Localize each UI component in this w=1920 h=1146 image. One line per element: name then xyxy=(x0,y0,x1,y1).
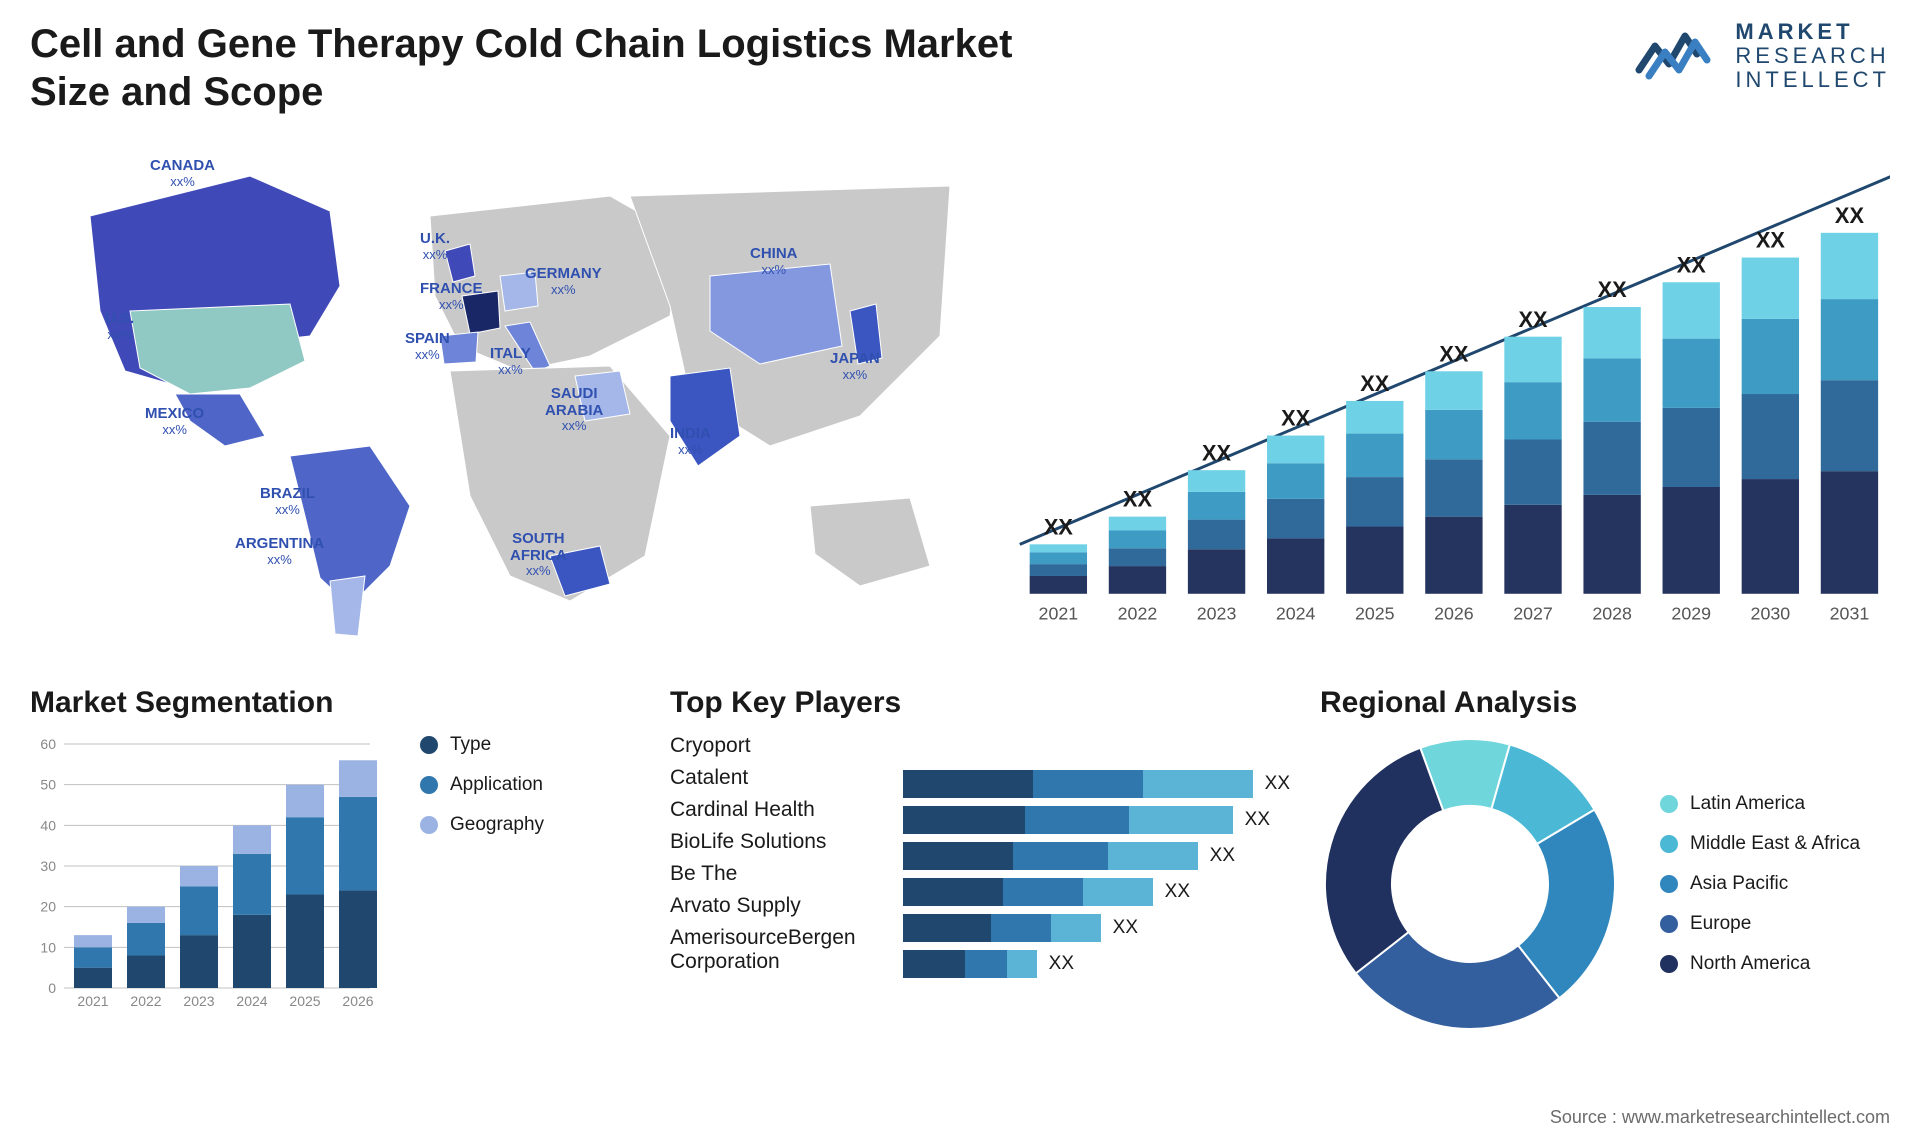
market-size-chart: XX 2021 XX 2022 XX 2023 XX 2024 XX 2025 XX 2026 XX 20… xyxy=(1000,136,1890,656)
map-label-india: INDIAxx% xyxy=(670,426,711,457)
svg-text:XX: XX xyxy=(1044,514,1074,539)
map-label-spain: SPAINxx% xyxy=(405,331,450,362)
svg-text:2022: 2022 xyxy=(1118,603,1158,623)
svg-text:2031: 2031 xyxy=(1830,603,1870,623)
player-bar-row: XX xyxy=(903,842,1290,870)
map-label-china: CHINAxx% xyxy=(750,246,798,277)
player-name: Cryoport xyxy=(670,734,893,758)
page-title: Cell and Gene Therapy Cold Chain Logisti… xyxy=(30,20,1030,116)
logo: MARKET RESEARCH INTELLECT xyxy=(1635,20,1890,93)
segmentation-title: Market Segmentation xyxy=(30,686,640,720)
svg-text:2021: 2021 xyxy=(77,993,108,1009)
map-label-germany: GERMANYxx% xyxy=(525,266,602,297)
map-label-france: FRANCExx% xyxy=(420,281,483,312)
svg-text:XX: XX xyxy=(1756,228,1786,253)
map-label-brazil: BRAZILxx% xyxy=(260,486,315,517)
player-bar-row: XX xyxy=(903,878,1290,906)
svg-text:XX: XX xyxy=(1123,487,1153,512)
svg-text:2030: 2030 xyxy=(1751,603,1791,623)
regional-legend: Latin America Middle East & Africa Asia Pa… xyxy=(1660,793,1860,975)
logo-icon xyxy=(1635,26,1723,86)
players-list: Cryoport Catalent Cardinal Health BioLife S… xyxy=(670,734,893,978)
svg-text:XX: XX xyxy=(1281,406,1311,431)
svg-text:2024: 2024 xyxy=(236,993,267,1009)
logo-text-1: MARKET xyxy=(1735,20,1890,44)
players-title: Top Key Players xyxy=(670,686,1290,720)
map-label-saudiarabia: SAUDIARABIAxx% xyxy=(545,386,603,433)
source-text: Source : www.marketresearchintellect.com xyxy=(1550,1107,1890,1128)
map-label-italy: ITALYxx% xyxy=(490,346,531,377)
svg-text:2029: 2029 xyxy=(1671,603,1711,623)
region-legend-asia-pacific: Asia Pacific xyxy=(1660,873,1860,895)
svg-text:2026: 2026 xyxy=(342,993,373,1009)
region-legend-europe: Europe xyxy=(1660,913,1860,935)
svg-text:XX: XX xyxy=(1439,341,1469,366)
svg-text:XX: XX xyxy=(1835,203,1865,228)
svg-text:50: 50 xyxy=(40,777,56,793)
svg-text:40: 40 xyxy=(40,817,56,833)
svg-text:XX: XX xyxy=(1202,440,1232,465)
player-bar-row: XX xyxy=(903,806,1290,834)
svg-text:2024: 2024 xyxy=(1276,603,1316,623)
region-legend-north-america: North America xyxy=(1660,953,1860,975)
svg-text:2025: 2025 xyxy=(289,993,320,1009)
logo-text-3: INTELLECT xyxy=(1735,68,1890,92)
svg-text:0: 0 xyxy=(48,980,56,996)
regional-panel: Regional Analysis Latin America Middle Ea… xyxy=(1320,686,1890,1034)
player-bar-row: XX xyxy=(903,950,1290,978)
seg-legend-application: Application xyxy=(420,774,544,796)
svg-text:2027: 2027 xyxy=(1513,603,1553,623)
players-panel: Top Key Players Cryoport Catalent Cardinal… xyxy=(670,686,1290,1034)
player-name: Be The xyxy=(670,862,893,886)
svg-text:2025: 2025 xyxy=(1355,603,1395,623)
world-map: CANADAxx% U.S.xx% MEXICOxx% BRAZILxx% ARGENT… xyxy=(30,136,970,656)
svg-text:20: 20 xyxy=(40,899,56,915)
player-name: AmerisourceBergen Corporation xyxy=(670,926,893,974)
player-name: Arvato Supply xyxy=(670,894,893,918)
region-legend-latin-america: Latin America xyxy=(1660,793,1860,815)
region-legend-middle-east---africa: Middle East & Africa xyxy=(1660,833,1860,855)
svg-text:2022: 2022 xyxy=(130,993,161,1009)
seg-legend-type: Type xyxy=(420,734,544,756)
map-label-southafrica: SOUTHAFRICAxx% xyxy=(510,531,567,578)
map-label-us: U.S.xx% xyxy=(105,311,134,342)
svg-text:XX: XX xyxy=(1598,277,1628,302)
player-name: Cardinal Health xyxy=(670,798,893,822)
player-name: Catalent xyxy=(670,766,893,790)
svg-text:30: 30 xyxy=(40,858,56,874)
regional-title: Regional Analysis xyxy=(1320,686,1890,720)
map-label-argentina: ARGENTINAxx% xyxy=(235,536,324,567)
logo-text-2: RESEARCH xyxy=(1735,44,1890,68)
svg-text:2028: 2028 xyxy=(1592,603,1632,623)
segmentation-legend: Type Application Geography xyxy=(420,734,544,836)
svg-text:XX: XX xyxy=(1360,371,1390,396)
seg-legend-geography: Geography xyxy=(420,814,544,836)
map-label-canada: CANADAxx% xyxy=(150,158,215,189)
svg-text:2026: 2026 xyxy=(1434,603,1474,623)
svg-text:XX: XX xyxy=(1677,252,1707,277)
map-label-uk: U.K.xx% xyxy=(420,231,450,262)
player-name: BioLife Solutions xyxy=(670,830,893,854)
segmentation-panel: Market Segmentation 0 10 20 30 40 50 60 2021 202… xyxy=(30,686,640,1034)
segmentation-chart: 0 10 20 30 40 50 60 2021 2022 2023 2024 2025 2026 xyxy=(30,734,390,1034)
map-label-mexico: MEXICOxx% xyxy=(145,406,204,437)
regional-donut xyxy=(1320,734,1620,1034)
svg-text:2023: 2023 xyxy=(183,993,214,1009)
svg-text:60: 60 xyxy=(40,736,56,752)
svg-text:2021: 2021 xyxy=(1039,603,1079,623)
player-bar-row: XX xyxy=(903,914,1290,942)
map-label-japan: JAPANxx% xyxy=(830,351,880,382)
player-bar-row: XX xyxy=(903,770,1290,798)
svg-text:10: 10 xyxy=(40,939,56,955)
svg-text:2023: 2023 xyxy=(1197,603,1237,623)
svg-text:XX: XX xyxy=(1519,307,1549,332)
players-bars: XX XX XX XX XX XX xyxy=(903,734,1290,978)
